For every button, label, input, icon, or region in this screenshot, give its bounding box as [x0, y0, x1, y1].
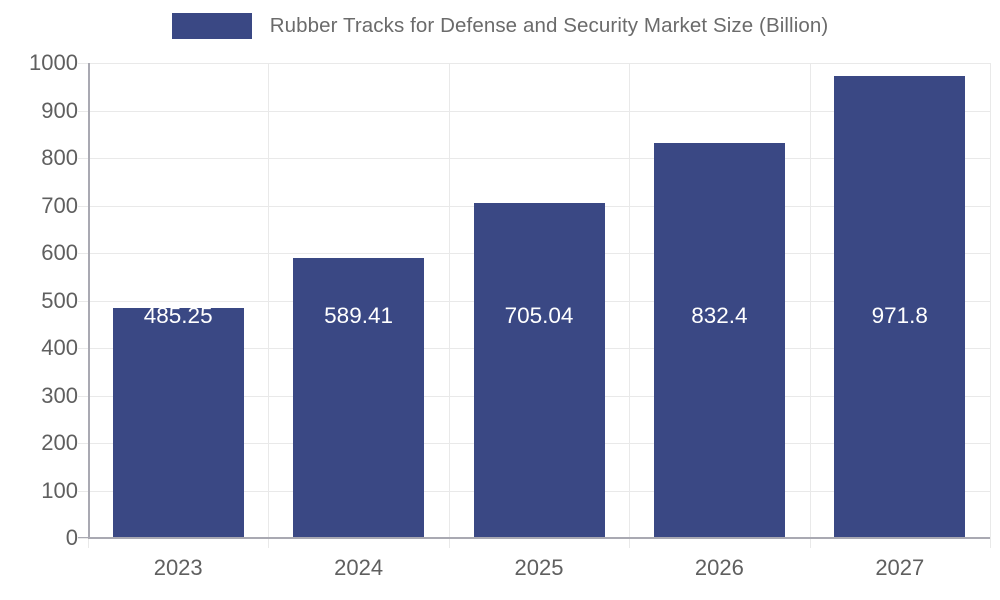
legend-color-swatch-icon — [171, 13, 252, 39]
gridline-vertical — [268, 63, 270, 548]
x-axis-tick-label: 2026 — [694, 555, 744, 580]
y-axis-tick-label: 100 — [41, 477, 78, 503]
bar[interactable]: 971.8 — [834, 76, 966, 538]
y-axis-tick-mark — [78, 300, 88, 302]
gridline-horizontal — [88, 158, 990, 159]
y-axis-tick-label: 200 — [41, 430, 78, 455]
bar[interactable]: 485.25 — [112, 303, 244, 538]
y-axis-tick-label: 0 — [65, 525, 78, 550]
bar-value-label: 485.25 — [143, 303, 213, 329]
gridline-vertical — [629, 63, 631, 548]
bar-value-label: 589.41 — [324, 303, 393, 328]
y-axis-tick-mark — [78, 490, 88, 492]
bar[interactable]: 589.41 — [293, 258, 425, 538]
y-axis-tick-label: 400 — [41, 335, 78, 360]
legend-item-label: Rubber Tracks for Defense and Security M… — [269, 14, 829, 37]
y-axis-tick-mark — [78, 63, 88, 64]
x-axis-tick-label: 2025 — [514, 555, 564, 580]
y-axis-tick-label: 700 — [41, 192, 78, 218]
y-axis-tick-label: 300 — [41, 382, 78, 408]
y-axis-tick-labels: 0 100 200 300 400 500 600 700 800 900 1000 — [0, 0, 78, 600]
y-axis-tick-mark — [78, 205, 88, 207]
legend-item-series-0[interactable]: Rubber Tracks for Defense and Security M… — [171, 13, 829, 39]
y-axis-tick-mark — [78, 395, 88, 397]
bar-value-label: 705.04 — [504, 303, 574, 328]
gridline-vertical — [990, 63, 991, 548]
y-axis-tick-mark — [78, 443, 88, 444]
bar[interactable]: 705.04 — [473, 203, 605, 538]
bar-value-label: 971.8 — [871, 303, 928, 328]
y-axis-tick-mark — [78, 158, 88, 159]
chart-legend: Rubber Tracks for Defense and Security M… — [0, 0, 1000, 52]
y-axis-tick-mark — [78, 538, 88, 539]
x-axis-tick-label: 2027 — [875, 555, 925, 580]
y-axis-tick-label: 1000 — [29, 50, 78, 75]
y-axis-tick-label: 600 — [41, 240, 78, 265]
gridline-vertical — [448, 63, 450, 548]
x-axis-tick-label: 2024 — [334, 555, 384, 580]
x-axis-tick-labels: 2023 2024 2025 2026 2027 — [88, 555, 990, 595]
y-axis-line — [88, 63, 90, 539]
y-axis-tick-label: 800 — [41, 145, 78, 170]
y-axis-tick-mark — [78, 110, 88, 112]
gridline-horizontal — [88, 63, 990, 64]
gridline-vertical — [809, 63, 811, 548]
y-axis-tick-label: 900 — [41, 97, 78, 123]
plot-area: 485.25 589.41 705.04 832.4 971.8 — [88, 63, 991, 548]
gridline-horizontal — [88, 110, 990, 112]
y-axis-tick-mark — [78, 253, 88, 254]
y-axis-tick-label: 500 — [41, 287, 78, 313]
y-axis-tick-mark — [78, 348, 88, 349]
bar-value-label: 832.4 — [691, 303, 748, 328]
x-axis-line — [78, 537, 990, 539]
x-axis-tick-label: 2023 — [153, 555, 203, 580]
bar[interactable]: 832.4 — [653, 142, 785, 538]
